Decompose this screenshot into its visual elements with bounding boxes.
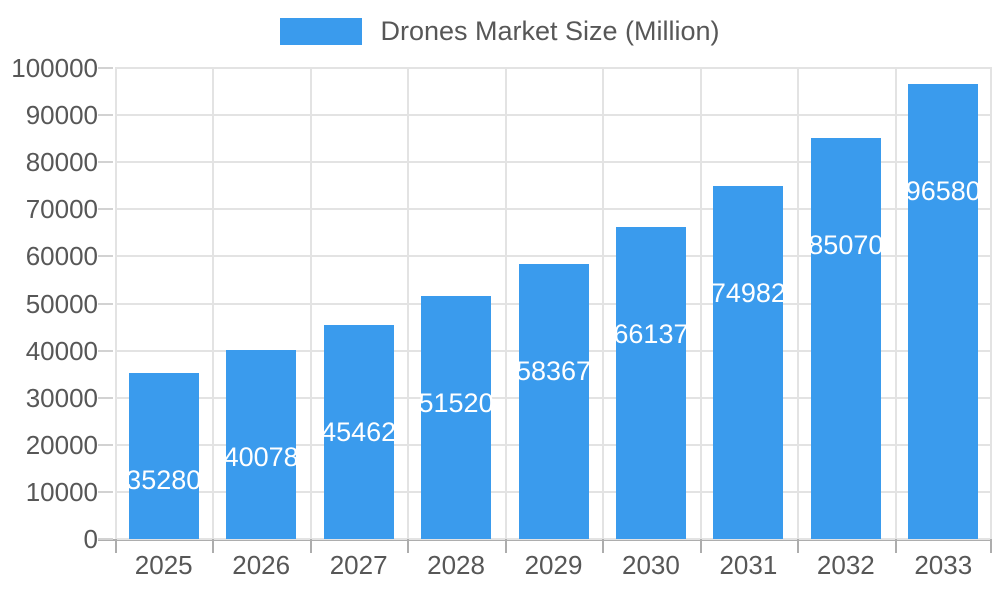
gridline-vertical [115,68,117,539]
bar-value-label: 85070 [808,230,884,261]
bar-value-label: 66137 [613,319,689,350]
y-axis-tick [98,161,113,164]
gridline-horizontal [115,538,992,540]
gridline-vertical [990,68,992,539]
y-axis-tick [98,67,113,69]
bar[interactable] [908,84,979,539]
gridline-vertical [894,68,897,539]
bar[interactable] [128,372,199,539]
x-axis-tick [504,539,507,553]
y-axis-tick-label: 60000 [25,241,98,272]
bar[interactable] [713,185,784,539]
x-axis-tick [602,539,605,553]
y-axis-tick [98,114,113,117]
x-axis-tick-label: 2027 [329,550,388,580]
x-axis-tick [894,539,897,553]
x-axis-tick [309,539,312,553]
legend-color-swatch [280,17,363,45]
x-axis-tick-label: 2032 [816,550,875,580]
x-axis-tick [115,539,117,553]
chart-legend: Drones Market Size (Million) [0,10,1000,52]
y-axis-tick [98,302,113,305]
x-axis-tick [407,539,410,553]
gridline-vertical [407,68,410,539]
x-axis-tick-label: 2025 [134,550,193,580]
y-axis-tick-label: 100000 [11,53,98,83]
gridline-horizontal [115,208,992,211]
gridline-vertical [309,68,312,539]
y-axis-tick-label: 40000 [25,335,98,366]
x-axis-labels: 2025 2026 2027 2028 2029 2030 2031 2032 2033 [115,552,992,592]
bar-value-label: 40078 [223,442,299,473]
x-axis-tick [699,539,702,553]
bar[interactable] [421,296,492,539]
bar[interactable] [323,324,394,539]
x-axis-tick-label: 2028 [427,550,485,580]
bar-value-label: 35280 [126,464,202,495]
bar[interactable] [518,264,589,539]
gridline-vertical [699,68,702,539]
y-axis-tick-label: 10000 [25,476,98,507]
y-axis-tick [98,443,113,446]
gridline-vertical [797,68,800,539]
gridline-vertical [212,68,215,539]
bar-value-label: 51520 [418,388,494,419]
plot-area: 35280 40078 45462 51520 58367 66137 74982 85070… [98,67,992,553]
x-axis-tick-label: 2033 [914,550,973,580]
bar[interactable] [810,138,881,539]
x-axis-tick [212,539,215,553]
y-axis-tick [98,490,113,493]
bar[interactable] [615,227,686,539]
y-axis-tick-label: 70000 [25,194,98,225]
x-axis-tick [797,539,800,553]
bar-value-label: 58367 [515,356,592,387]
gridline-horizontal [115,114,992,117]
y-axis-labels: 0 10000 20000 30000 40000 50000 60000 70000 8000… [0,55,98,552]
y-axis-tick-label: 90000 [25,100,98,131]
legend-item-drones-market-size[interactable]: Drones Market Size (Million) [280,15,720,46]
y-axis-tick-label: 80000 [25,147,98,178]
x-axis-tick [990,539,992,553]
gridline-horizontal [115,255,992,258]
bar-value-label: 74982 [710,277,786,308]
y-axis-tick [98,538,113,540]
y-axis-tick [98,396,113,399]
legend-item-label: Drones Market Size (Million) [380,15,720,46]
y-axis-tick [98,208,113,211]
y-axis-tick-label: 20000 [25,429,98,460]
y-axis-tick [98,349,113,352]
y-axis-tick-label: 30000 [25,382,98,413]
x-axis-tick-label: 2031 [719,550,778,580]
y-axis-tick-label: 0 [83,524,98,554]
bar[interactable] [226,350,297,539]
x-axis-tick-label: 2030 [622,550,680,580]
gridline-horizontal [115,67,992,69]
y-axis-tick [98,255,113,258]
gridline-vertical [504,68,507,539]
gridline-vertical [602,68,605,539]
x-axis-tick-label: 2029 [524,550,583,580]
bar-value-label: 45462 [321,416,397,447]
gridline-horizontal [115,161,992,164]
x-axis-tick-label: 2026 [232,550,291,580]
bar-value-label: 96580 [905,176,981,207]
y-axis-tick-label: 50000 [25,288,98,319]
x-axis-line [98,539,992,541]
